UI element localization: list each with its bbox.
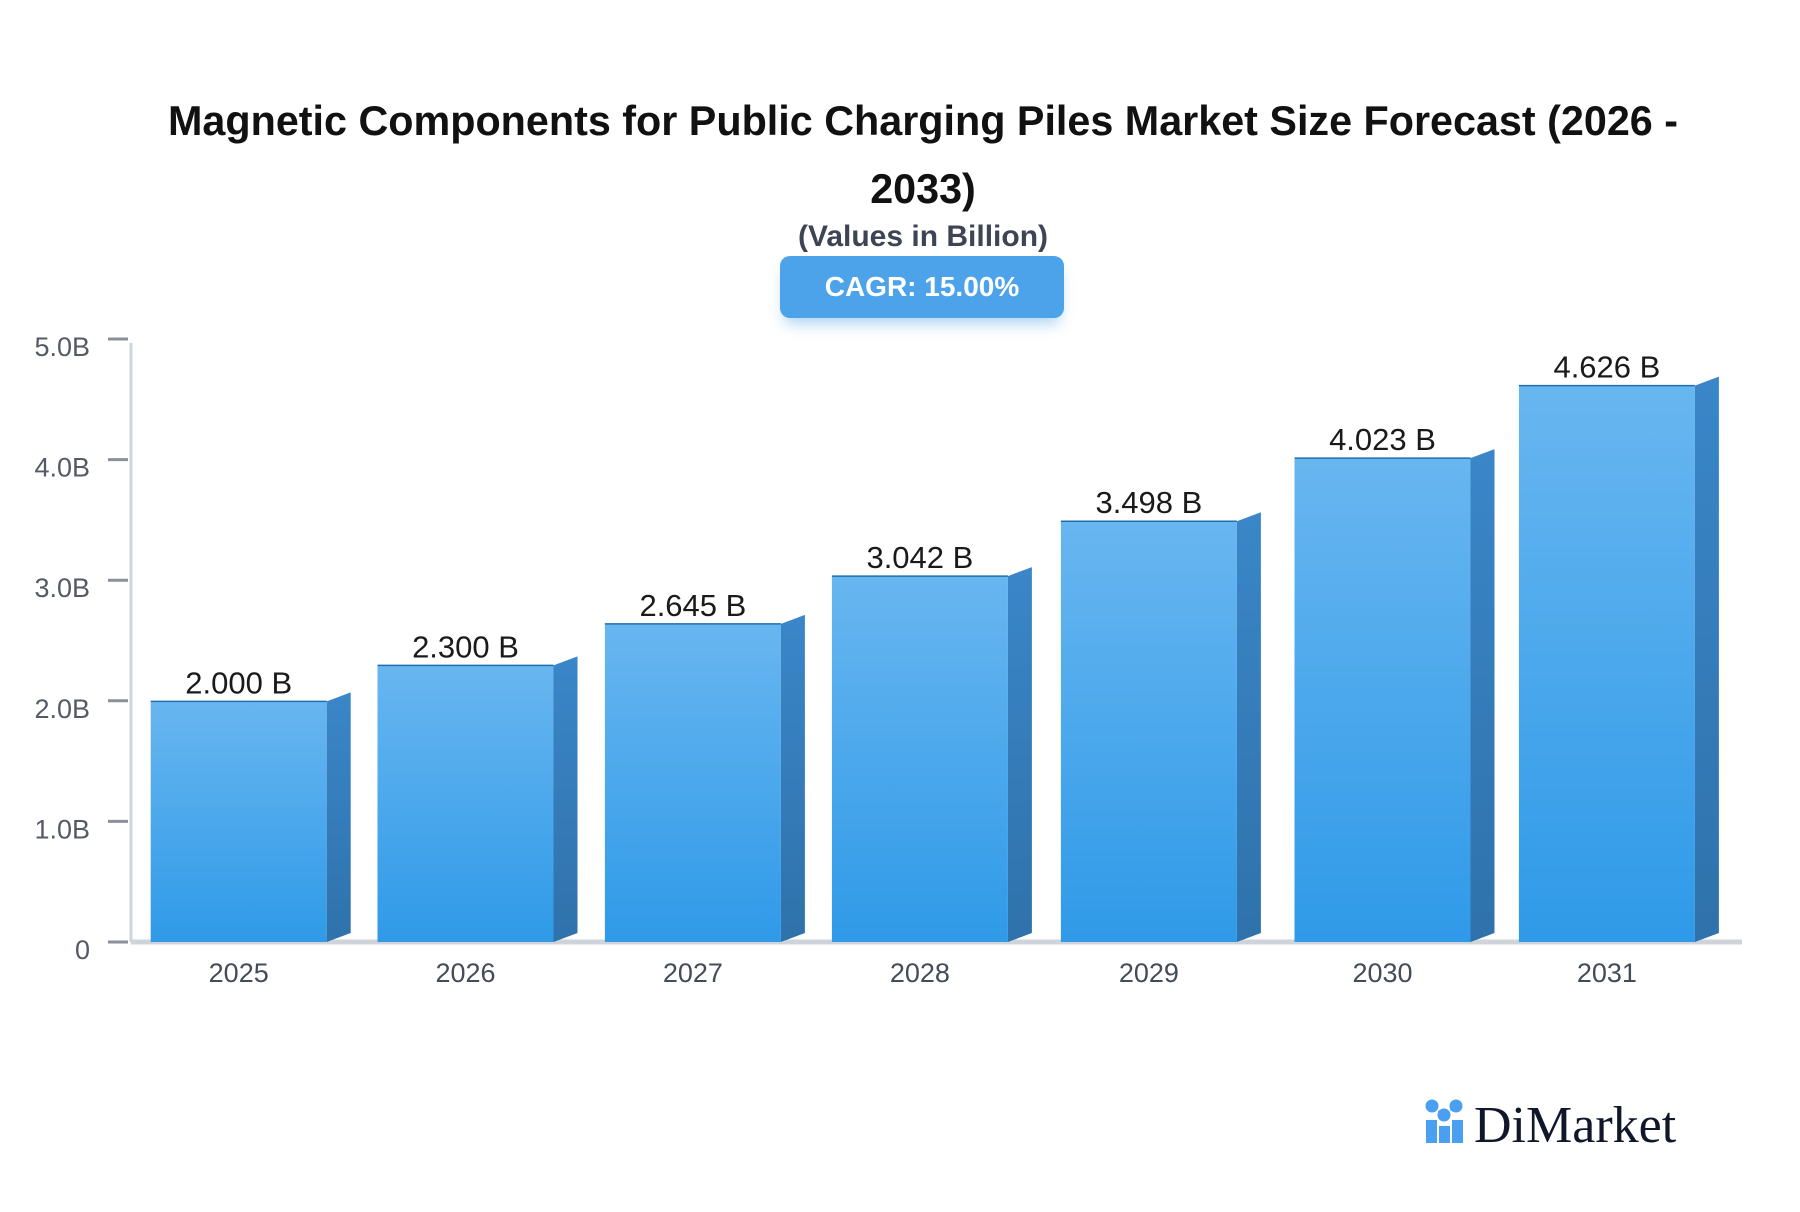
svg-text:4.023 B: 4.023 B [1329,422,1436,457]
svg-text:0: 0 [75,935,90,965]
svg-text:2.300 B: 2.300 B [412,629,519,664]
svg-text:2031: 2031 [1577,958,1637,988]
svg-text:4.626 B: 4.626 B [1553,350,1660,385]
svg-text:2029: 2029 [1119,958,1179,988]
svg-text:1.0B: 1.0B [34,814,90,844]
svg-text:2.000 B: 2.000 B [185,665,292,700]
svg-text:2.0B: 2.0B [34,694,90,724]
svg-text:DiMarket: DiMarket [1474,1097,1677,1154]
svg-text:5.0B: 5.0B [34,332,90,362]
svg-text:2030: 2030 [1352,958,1412,988]
svg-text:2026: 2026 [435,958,495,988]
svg-text:2025: 2025 [209,958,269,988]
svg-text:2.645 B: 2.645 B [639,588,746,623]
svg-text:3.042 B: 3.042 B [866,540,973,575]
svg-text:3.498 B: 3.498 B [1095,485,1202,520]
svg-text:3.0B: 3.0B [34,573,90,603]
svg-text:4.0B: 4.0B [34,453,90,483]
svg-text:2027: 2027 [663,958,723,988]
svg-text:2028: 2028 [890,958,950,988]
